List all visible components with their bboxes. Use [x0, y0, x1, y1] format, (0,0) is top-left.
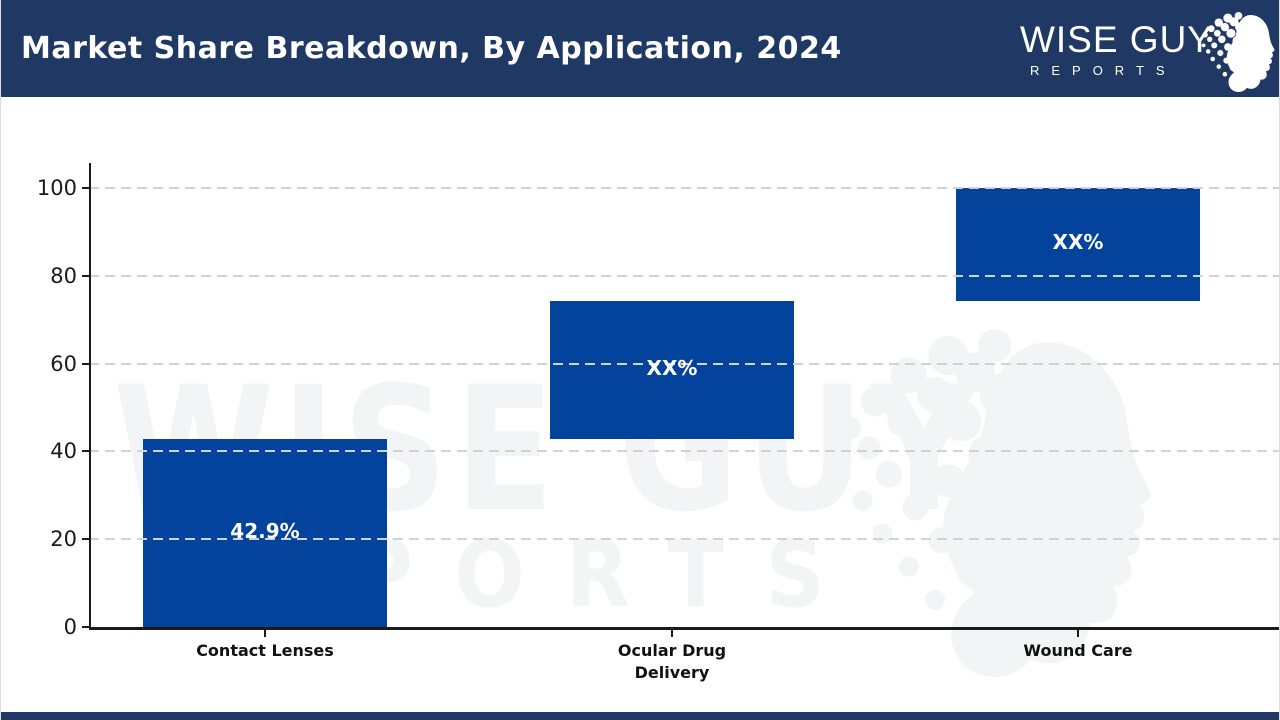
- gridline-100: [89, 187, 1279, 189]
- bar-value-label-0: 42.9%: [230, 518, 300, 543]
- bar-segment-0: [143, 438, 387, 627]
- x-axis-line: [89, 627, 1279, 630]
- footer-bar: [1, 712, 1279, 720]
- x-tick-mark-1: [671, 630, 673, 637]
- brand-logo-text: WISE GUY REPORTS: [1019, 19, 1213, 79]
- y-tick-label-80: 80: [50, 263, 77, 288]
- y-tick-label-40: 40: [50, 439, 77, 464]
- brand-logo: WISE GUY REPORTS: [1020, 12, 1275, 100]
- header-bar: Market Share Breakdown, By Application, …: [1, 0, 1279, 100]
- brand-name: WISE GUY: [1019, 19, 1213, 60]
- y-tick-label-20: 20: [50, 527, 77, 552]
- bar-segment-1: [550, 300, 794, 439]
- y-tick-mark-20: [82, 538, 89, 541]
- y-tick-mark-60: [82, 362, 89, 365]
- gridline-80: [89, 274, 1279, 277]
- chart-area: WISE GUY REPORTS 0 20 40 60 80 100 42.9% Contac…: [1, 97, 1279, 712]
- page-title: Market Share Breakdown, By Application, …: [21, 31, 842, 66]
- bar-value-label-2: XX%: [1052, 230, 1104, 255]
- brand-subtitle: REPORTS: [1029, 63, 1177, 78]
- x-tick-mark-2: [1077, 630, 1079, 637]
- y-tick-label-100: 100: [36, 176, 77, 200]
- gridline-60: [89, 362, 1279, 365]
- y-tick-label-60: 60: [50, 351, 77, 376]
- category-label-0: Contact Lenses: [196, 641, 334, 660]
- y-tick-mark-0: [82, 626, 89, 628]
- y-tick-mark-40: [82, 450, 89, 453]
- gridline-20: [89, 538, 1279, 541]
- bar-segment-2: [956, 188, 1200, 301]
- y-axis-line: [89, 163, 91, 630]
- y-tick-mark-100: [82, 187, 89, 189]
- x-tick-mark-0: [264, 630, 266, 637]
- y-tick-mark-80: [82, 274, 89, 277]
- category-label-2: Wound Care: [1023, 641, 1133, 660]
- y-tick-label-0: 0: [63, 615, 77, 639]
- gridline-40: [89, 450, 1279, 453]
- brand-face-icon: [1201, 12, 1275, 92]
- category-label-1: Ocular Drug Delivery: [617, 641, 727, 682]
- bar-value-label-1: XX%: [646, 355, 698, 380]
